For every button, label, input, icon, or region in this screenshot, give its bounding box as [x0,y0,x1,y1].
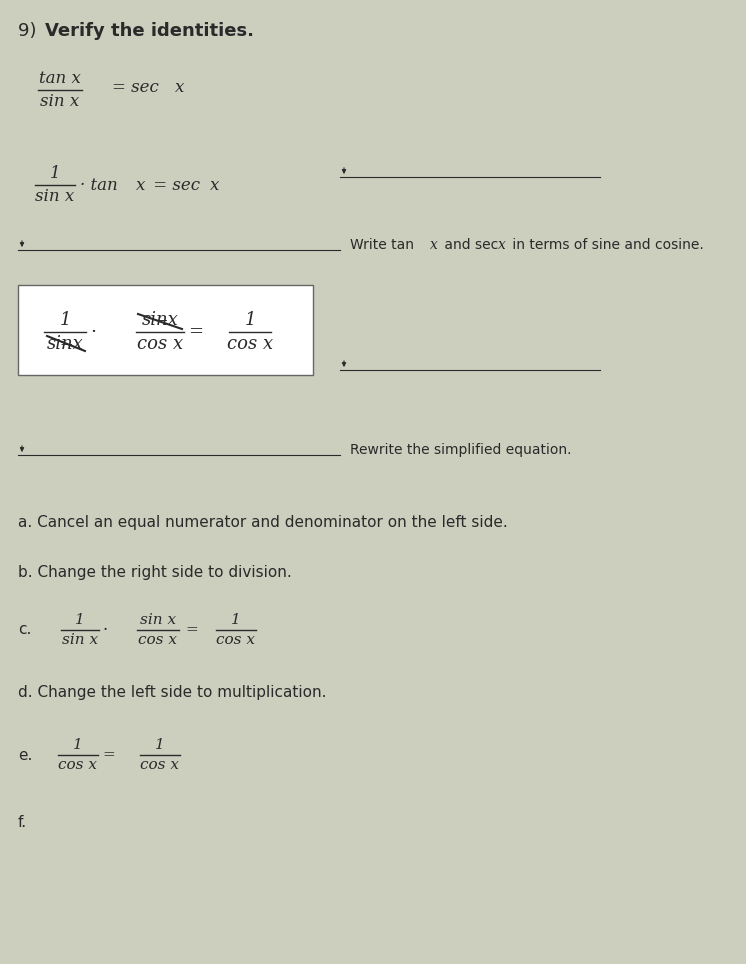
Text: tan x: tan x [39,70,81,87]
Text: 1: 1 [59,311,71,329]
Text: 9): 9) [18,22,43,40]
Text: 1: 1 [155,738,165,752]
Text: cos x: cos x [139,633,178,647]
Text: x: x [210,176,219,194]
Text: =: = [185,623,198,637]
Text: 1: 1 [244,311,256,329]
Text: and sec: and sec [440,238,503,252]
Text: sin x: sin x [62,633,98,647]
Text: Write tan: Write tan [350,238,419,252]
Text: a. Cancel an equal numerator and denominator on the left side.: a. Cancel an equal numerator and denomin… [18,515,508,530]
Text: ·: · [90,323,96,341]
Text: in terms of sine and cosine.: in terms of sine and cosine. [508,238,703,252]
Text: cos x: cos x [58,758,98,772]
Text: 1: 1 [50,165,60,182]
Text: f.: f. [18,815,27,830]
Text: Rewrite the simplified equation.: Rewrite the simplified equation. [350,443,571,457]
Text: sin̶x: sin̶x [46,335,84,353]
Text: c.: c. [18,623,31,637]
Text: x: x [175,79,184,96]
Text: · tan: · tan [80,176,123,194]
Text: cos x: cos x [227,335,273,353]
Text: ·: · [103,622,108,638]
Text: x: x [498,238,506,252]
Text: sin̶x: sin̶x [142,311,178,329]
Text: sin x: sin x [35,188,75,205]
Text: sin x: sin x [40,93,80,110]
Bar [18,285,313,375]
Text: e.: e. [18,747,32,763]
Text: 1: 1 [75,613,85,627]
Text: d. Change the left side to multiplication.: d. Change the left side to multiplicatio… [18,685,327,700]
Text: cos x: cos x [216,633,255,647]
Text: sin x: sin x [140,613,176,627]
Text: = sec: = sec [112,79,164,96]
Text: x: x [136,176,145,194]
Text: Verify the identities.: Verify the identities. [45,22,254,40]
Text: =: = [189,323,204,341]
Text: b. Change the right side to division.: b. Change the right side to division. [18,565,292,580]
Text: 1: 1 [73,738,83,752]
Text: cos x: cos x [140,758,180,772]
Text: = sec: = sec [148,176,205,194]
Text: cos x: cos x [137,335,183,353]
Text: 1: 1 [231,613,241,627]
Text: x: x [430,238,438,252]
Text: =: = [102,748,115,762]
